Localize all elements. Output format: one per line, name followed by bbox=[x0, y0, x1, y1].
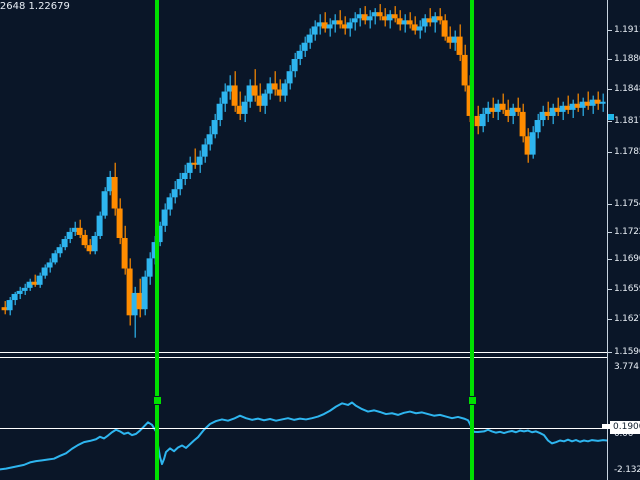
indicator-line-series bbox=[0, 401, 607, 471]
price-axis-tick bbox=[608, 30, 612, 31]
price-axis-tick bbox=[608, 59, 612, 60]
candlestick-series bbox=[1, 4, 606, 338]
price-axis-tick bbox=[608, 232, 612, 233]
indicator-pane[interactable] bbox=[0, 358, 607, 480]
price-axis-label: 1.17540 bbox=[614, 199, 640, 209]
price-axis-tick bbox=[608, 89, 612, 90]
price-axis-label: 1.15960 bbox=[614, 347, 640, 357]
price-axis-tick bbox=[608, 319, 612, 320]
price-axis-label: 1.16275 bbox=[614, 314, 640, 324]
price-axis-label: 1.18800 bbox=[614, 54, 640, 64]
indicator-axis-label: -2.1323 bbox=[614, 465, 640, 475]
price-axis-label: 1.18170 bbox=[614, 116, 640, 126]
indicator-axis-label: 0.00 bbox=[614, 429, 634, 439]
price-axis-tick bbox=[608, 259, 612, 260]
price-axis-label: 1.17855 bbox=[614, 147, 640, 157]
price-axis-label: 1.16590 bbox=[614, 284, 640, 294]
price-axis-tick bbox=[608, 152, 612, 153]
price-chart-pane[interactable] bbox=[0, 0, 607, 356]
price-axis-tick bbox=[608, 121, 612, 122]
indicator-value-tag: 0.1900 bbox=[610, 421, 640, 434]
indicator-zero-line bbox=[0, 428, 607, 429]
event-line-1-node[interactable] bbox=[153, 396, 162, 405]
price-axis-tick bbox=[608, 289, 612, 290]
event-line-2[interactable] bbox=[470, 0, 474, 480]
price-axis-label: 1.18485 bbox=[614, 84, 640, 94]
price-axis-tick bbox=[608, 352, 612, 353]
price-axis-tick bbox=[608, 204, 612, 205]
pane-separator-lower bbox=[0, 357, 607, 358]
event-line-2-node[interactable] bbox=[468, 396, 477, 405]
price-axis-label: 1.16905 bbox=[614, 254, 640, 264]
event-line-1[interactable] bbox=[155, 0, 159, 480]
price-axis-label: 1.19115 bbox=[614, 25, 640, 35]
price-axis-label: 1.17225 bbox=[614, 227, 640, 237]
indicator-value-marker bbox=[602, 424, 610, 429]
indicator-axis-label: 3.774 bbox=[614, 362, 639, 372]
current-price-marker bbox=[608, 114, 614, 120]
price-axis[interactable]: 1.19115 1.18800 1.18485 1.18170 1.17855 1.175… bbox=[602, 0, 640, 480]
pane-separator-upper bbox=[0, 352, 607, 353]
ohlc-readout: 1.22648 1.22679 bbox=[0, 1, 70, 12]
